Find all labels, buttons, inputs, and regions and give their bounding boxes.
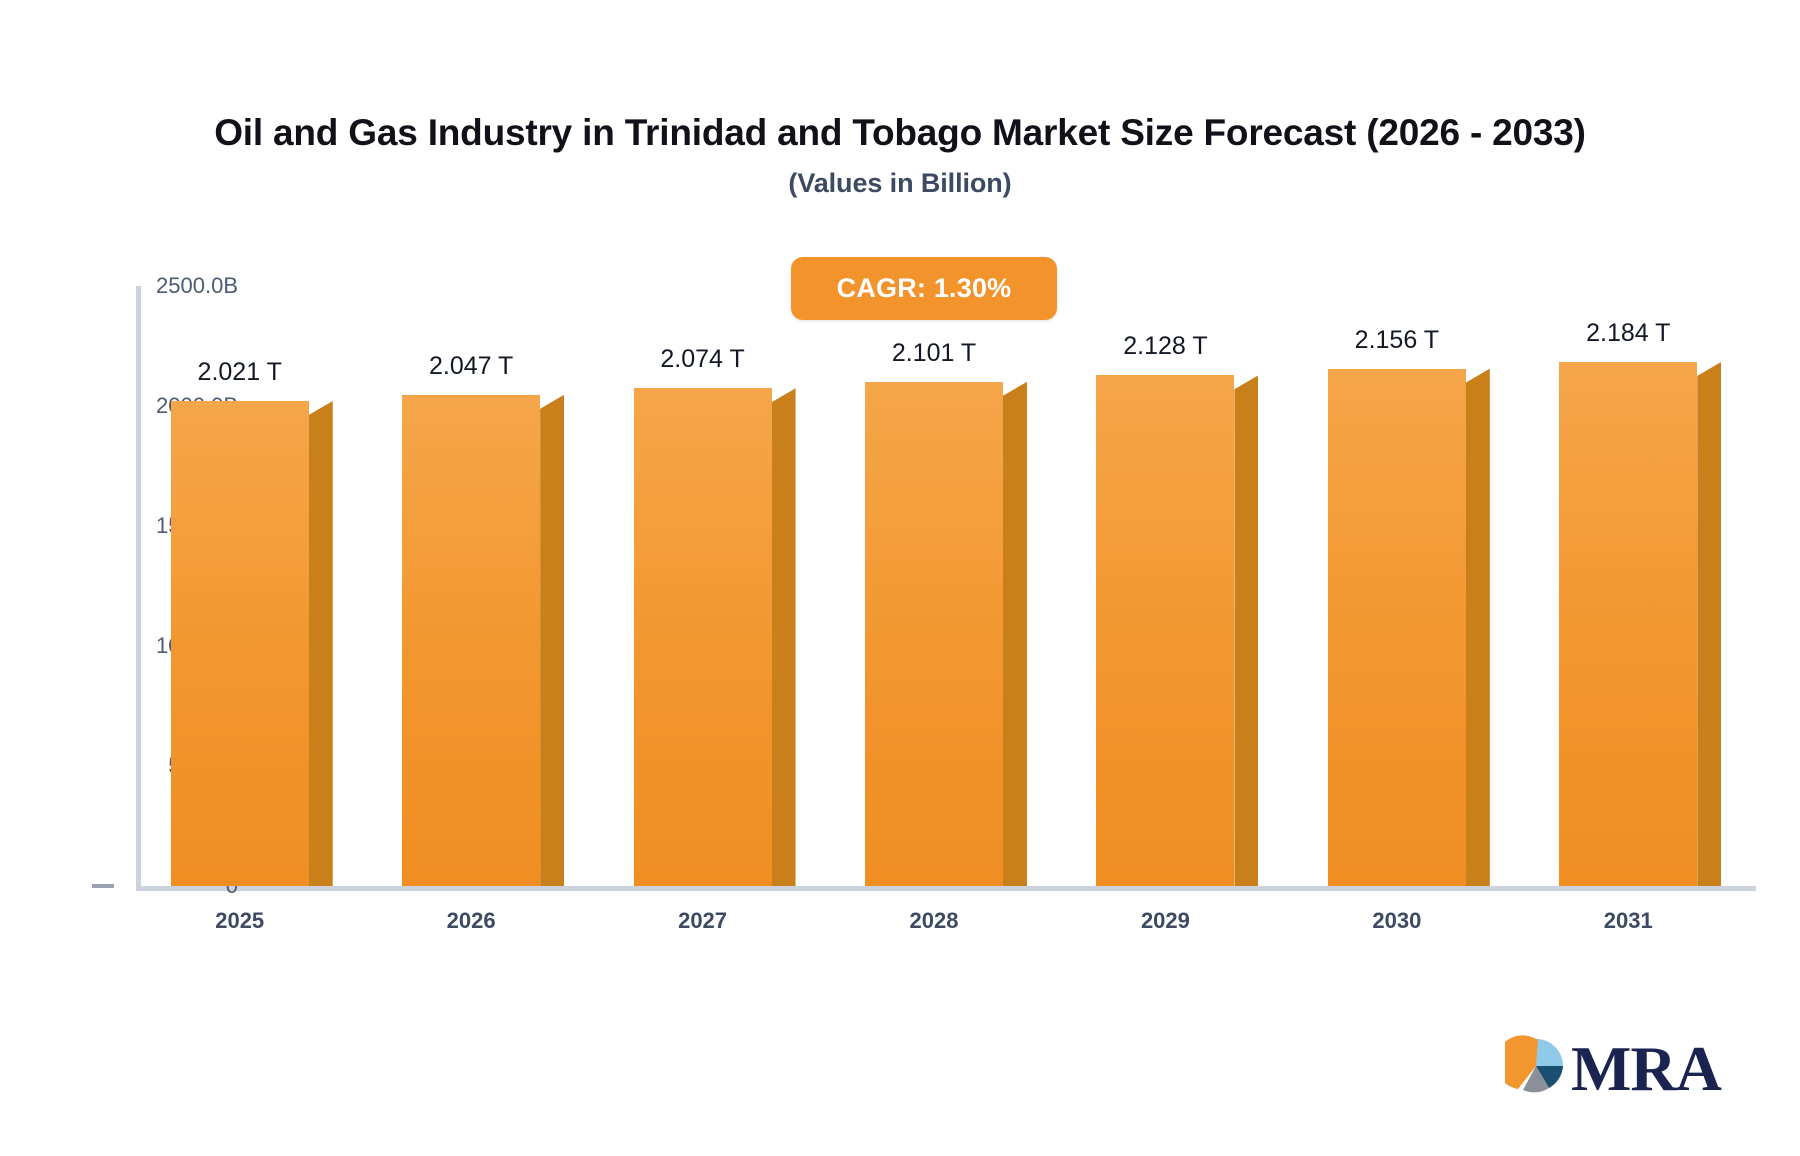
bar-value-label: 2.047 T [428,351,514,380]
bar-side-face [771,388,796,886]
x-tick-label: 2027 [678,908,728,933]
chart-title: Oil and Gas Industry in Trinidad and Tob… [214,112,1586,153]
bar-value-label: 2.128 T [1123,332,1208,361]
bar-value-label: 2.184 T [1586,318,1671,347]
bar-front-face [865,381,1003,886]
bar[interactable]: 2.021 T [170,341,333,886]
y-tick-mark [92,884,114,888]
logo-text: MRA [1571,1032,1722,1104]
bar[interactable]: 2.156 T [1327,309,1490,886]
pie-chart-icon [1495,1035,1567,1102]
plot-area: 0500.0B1000.0B1500.0B2000.0B2500.0B 2.02… [92,273,1756,933]
bar-value-label: 2.021 T [197,357,282,386]
bar-side-face [1697,361,1722,886]
cagr-badge: CAGR: 1.30% [791,257,1057,320]
bar-side-face [1003,381,1027,886]
bar-value-label: 2.156 T [1354,325,1440,354]
bar[interactable]: 2.128 T [1096,315,1259,886]
bar[interactable]: 2.074 T [633,328,796,886]
x-tick-label: 2030 [1372,908,1422,933]
bar-side-face [308,400,333,886]
x-tick-label: 2028 [909,908,959,933]
x-tick-label: 2029 [1140,908,1190,933]
bar-front-face [402,394,541,886]
bar-front-face [1327,368,1466,886]
bar-side-face [1465,368,1490,886]
bar-front-face [170,400,309,886]
x-tick-label: 2031 [1603,908,1653,933]
bar-side-face [1234,375,1259,886]
x-tick-label: 2025 [215,908,265,933]
bar-front-face [1559,361,1698,886]
bar-side-face [540,394,565,886]
bar-front-face [1096,375,1235,886]
chart-subtitle: (Values in Billion) [788,168,1012,198]
mra-logo: MRA [1495,1032,1722,1104]
y-tick-label: 2500.0B [156,273,238,298]
bar-front-face [633,388,772,886]
bar[interactable]: 2.047 T [402,335,565,886]
x-tick-label: 2026 [446,908,496,933]
bar-value-label: 2.101 T [891,338,977,367]
y-axis-line [136,286,141,886]
bar[interactable]: 2.101 T [865,322,1027,886]
bar[interactable]: 2.184 T [1559,302,1722,886]
bar-value-label: 2.074 T [660,345,745,374]
x-axis-line [136,886,1756,891]
